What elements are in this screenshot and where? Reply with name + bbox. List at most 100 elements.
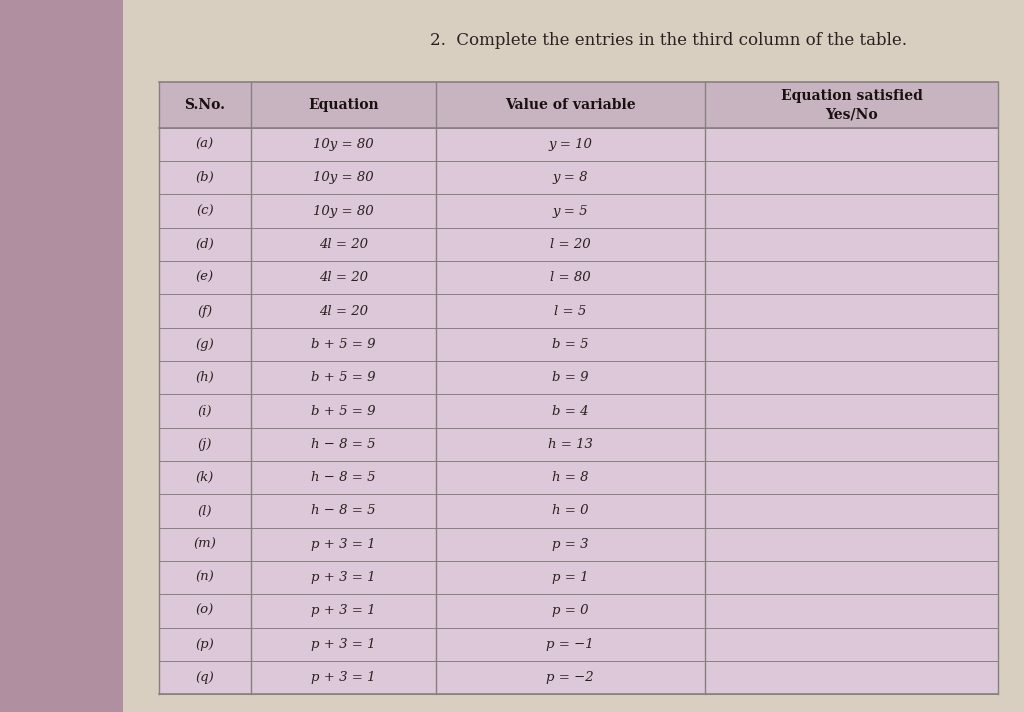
Bar xyxy=(436,661,705,694)
Text: b + 5 = 9: b + 5 = 9 xyxy=(311,371,376,384)
Text: (p): (p) xyxy=(196,638,214,651)
Bar xyxy=(159,528,251,561)
Bar xyxy=(159,461,251,494)
Bar xyxy=(251,294,436,328)
Bar xyxy=(251,394,436,428)
Bar xyxy=(251,627,436,661)
Bar xyxy=(251,595,436,627)
Bar xyxy=(159,595,251,627)
Bar xyxy=(705,561,998,595)
Text: (i): (i) xyxy=(198,404,212,417)
Text: b = 4: b = 4 xyxy=(552,404,589,417)
Text: p = −2: p = −2 xyxy=(547,671,594,684)
Text: h = 8: h = 8 xyxy=(552,471,589,484)
Text: 4l = 20: 4l = 20 xyxy=(318,271,368,284)
Text: (e): (e) xyxy=(196,271,214,284)
Text: (m): (m) xyxy=(194,538,216,551)
Bar xyxy=(251,361,436,394)
Text: (b): (b) xyxy=(196,172,214,184)
Bar xyxy=(159,428,251,461)
Text: l = 80: l = 80 xyxy=(550,271,591,284)
Bar xyxy=(436,428,705,461)
Bar xyxy=(251,528,436,561)
Bar xyxy=(436,494,705,528)
Bar xyxy=(436,461,705,494)
Text: (a): (a) xyxy=(196,138,214,151)
Text: (q): (q) xyxy=(196,671,214,684)
Bar xyxy=(251,461,436,494)
Text: (k): (k) xyxy=(196,471,214,484)
Bar xyxy=(251,261,436,294)
Text: Equation satisfied
Yes/No: Equation satisfied Yes/No xyxy=(780,88,923,121)
Bar xyxy=(159,294,251,328)
Bar xyxy=(705,461,998,494)
Text: p + 3 = 1: p + 3 = 1 xyxy=(311,571,376,584)
Bar xyxy=(705,194,998,228)
Text: p + 3 = 1: p + 3 = 1 xyxy=(311,671,376,684)
Bar xyxy=(436,561,705,595)
Bar xyxy=(436,528,705,561)
Text: (c): (c) xyxy=(196,204,214,218)
Bar xyxy=(251,161,436,194)
Bar xyxy=(705,261,998,294)
Bar xyxy=(159,361,251,394)
Text: Equation: Equation xyxy=(308,98,379,112)
Text: 10y = 80: 10y = 80 xyxy=(313,172,374,184)
Bar xyxy=(159,82,251,128)
Bar xyxy=(705,661,998,694)
Text: h = 13: h = 13 xyxy=(548,438,593,451)
Bar xyxy=(159,661,251,694)
Bar xyxy=(159,194,251,228)
Text: 10y = 80: 10y = 80 xyxy=(313,138,374,151)
Bar xyxy=(436,394,705,428)
Bar xyxy=(705,394,998,428)
Text: l = 5: l = 5 xyxy=(554,305,587,318)
Text: 2.  Complete the entries in the third column of the table.: 2. Complete the entries in the third col… xyxy=(430,32,907,49)
Text: p + 3 = 1: p + 3 = 1 xyxy=(311,638,376,651)
Bar xyxy=(436,361,705,394)
Bar xyxy=(705,361,998,394)
Text: 4l = 20: 4l = 20 xyxy=(318,238,368,251)
Bar xyxy=(0,0,123,712)
Bar xyxy=(251,328,436,361)
Text: p = 1: p = 1 xyxy=(552,571,589,584)
Text: (d): (d) xyxy=(196,238,214,251)
Text: y = 10: y = 10 xyxy=(548,138,592,151)
Bar xyxy=(436,595,705,627)
Text: h − 8 = 5: h − 8 = 5 xyxy=(311,471,376,484)
Bar xyxy=(159,394,251,428)
Bar xyxy=(251,82,436,128)
Text: (n): (n) xyxy=(196,571,214,584)
Text: b = 9: b = 9 xyxy=(552,371,589,384)
Bar xyxy=(251,561,436,595)
Text: h − 8 = 5: h − 8 = 5 xyxy=(311,438,376,451)
Bar xyxy=(436,128,705,161)
Text: (h): (h) xyxy=(196,371,214,384)
Bar xyxy=(159,82,998,694)
Text: (g): (g) xyxy=(196,338,214,351)
Bar xyxy=(436,82,705,128)
Text: (f): (f) xyxy=(198,305,212,318)
Text: b + 5 = 9: b + 5 = 9 xyxy=(311,404,376,417)
Text: (l): (l) xyxy=(198,505,212,518)
Bar xyxy=(159,161,251,194)
Bar xyxy=(159,128,251,161)
Text: y = 5: y = 5 xyxy=(552,204,588,218)
Text: S.No.: S.No. xyxy=(184,98,225,112)
Bar xyxy=(251,228,436,261)
Bar xyxy=(436,328,705,361)
Bar xyxy=(251,428,436,461)
Text: b + 5 = 9: b + 5 = 9 xyxy=(311,338,376,351)
Text: p = 3: p = 3 xyxy=(552,538,589,551)
Bar xyxy=(436,194,705,228)
Text: Value of variable: Value of variable xyxy=(505,98,636,112)
Text: y = 8: y = 8 xyxy=(552,172,588,184)
Bar xyxy=(159,561,251,595)
Bar xyxy=(436,294,705,328)
Bar xyxy=(436,228,705,261)
Bar xyxy=(159,328,251,361)
Bar xyxy=(159,494,251,528)
Bar xyxy=(251,494,436,528)
Bar xyxy=(123,0,1024,712)
Bar xyxy=(436,627,705,661)
